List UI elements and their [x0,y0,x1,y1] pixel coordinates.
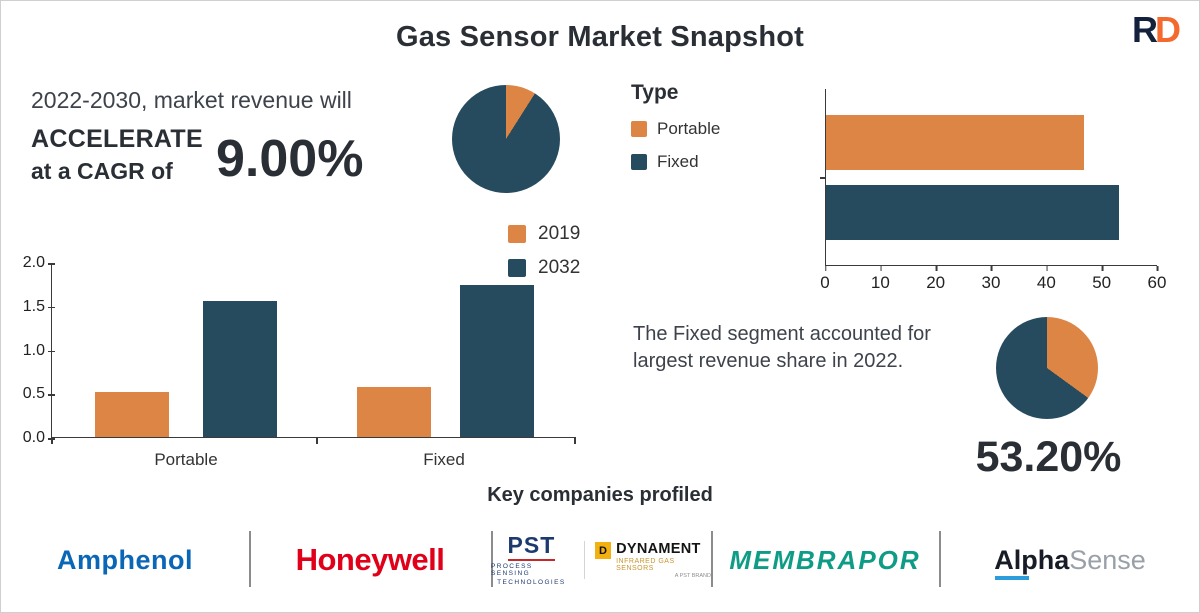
logo-cell-membrapor: MEMBRAPOR [711,529,939,591]
pst-logo: PST PROCESS SENSING TECHNOLOGIES [491,534,572,587]
logo-divider [711,531,713,587]
pst-tagline-2: TECHNOLOGIES [497,579,566,586]
alphasense-part2: Sense [1069,544,1146,575]
category-label-fixed: Fixed [423,450,465,469]
legend-item-2032: 2032 [508,257,580,279]
headline-cagr-of: at a CAGR of [31,158,173,184]
dynament-logo-name: DYNAMENT [616,541,701,557]
note-line1: The Fixed segment accounted for [633,323,931,345]
cagr-pie-chart [452,85,560,193]
axis-tick-label: 0 [820,266,830,292]
bar-fixed-2032 [460,284,534,437]
category-label-portable: Portable [154,450,218,469]
axis-tick-label: 1.0 [22,341,56,359]
headline-accelerate: ACCELERATE [31,125,203,153]
bar-portable-2032 [203,301,277,437]
portable-swatch [631,121,647,137]
bar-portable-2019 [95,391,169,437]
axis-tick-label: 40 [1036,266,1056,292]
axis-tick-label: 10 [870,266,890,292]
brand-logo: R D [1132,9,1181,51]
hbar-fixed [826,185,1120,240]
gbar-x-tick-start [51,438,53,444]
year-2019-label: 2019 [538,223,581,244]
axis-tick-label: 50 [1092,266,1112,292]
year-2019-swatch [508,225,526,243]
axis-tick-label: 2.0 [22,254,56,271]
alphasense-underline [995,576,1030,580]
logo-cell-alphasense: Alpha Sense [939,529,1199,591]
logo-cell-honeywell: Honeywell [249,529,491,591]
alphasense-part1: Alpha [994,544,1070,575]
logo-cell-pst-dynament: PST PROCESS SENSING TECHNOLOGIES D DYNAM… [491,529,711,591]
note-line2: largest revenue share in 2022. [633,349,904,372]
brand-letter-d: D [1155,9,1181,50]
logo-divider [491,531,493,587]
hbar-axis-tick [820,177,826,179]
amphenol-logo: Amphenol [57,544,193,575]
fixed-label: Fixed [657,152,699,171]
membrapor-logo: MEMBRAPOR [729,544,921,575]
alphasense-logo: Alpha Sense [994,544,1146,580]
type-share-hbar-chart [820,89,1157,266]
axis-tick-label: 0.0 [22,429,56,446]
fixed-segment-note: The Fixed segment accounted for largest … [633,321,931,374]
gbar-y-axis-ticks: 2.0 1.5 1.0 0.5 0.0 [5,254,56,446]
dynament-d-icon: D [594,542,612,559]
revenue-grouped-bar-chart [51,263,576,438]
logo-divider [249,531,251,587]
honeywell-logo: Honeywell [295,542,445,577]
headline-line1: 2022-2030, market revenue will [31,87,352,113]
hbar-portable [826,115,1085,170]
companies-section-title: Key companies profiled [487,484,713,506]
logo-divider [939,531,941,587]
legend-item-portable: Portable [631,119,720,139]
logo-cell-amphenol: Amphenol [1,529,249,591]
type-legend: Type Portable Fixed [631,81,720,185]
year-legend: 2019 2032 [508,223,580,291]
dynament-sub-tagline: A PST BRAND [674,573,711,579]
bar-fixed-2019 [357,386,431,437]
pst-tagline-1: PROCESS SENSING [491,563,533,577]
year-2032-swatch [508,259,526,277]
dynament-logo: D DYNAMENT INFRARED GAS SENSORS A PST BR… [583,541,711,579]
axis-tick-label: 0.5 [22,385,56,403]
axis-tick-label: 20 [926,266,946,292]
legend-item-2019: 2019 [508,223,580,245]
axis-tick-label: 60 [1147,266,1167,292]
brand-letter-r: R [1132,9,1158,50]
page-title: Gas Sensor Market Snapshot [395,21,805,53]
cagr-value: 9.00% [216,130,364,188]
axis-tick-label: 30 [981,266,1001,292]
fixed-share-pie-chart [996,317,1098,419]
portable-label: Portable [657,119,721,138]
type-legend-title: Type [631,81,679,104]
fixed-share-value: 53.20% [975,433,1122,481]
gbar-x-tick-middle [316,438,318,444]
axis-tick-label: 1.5 [22,297,56,315]
pst-logo-name: PST [507,534,556,561]
dynament-tagline: INFRARED GAS SENSORS [616,558,675,572]
year-2032-label: 2032 [538,257,581,278]
hbar-x-axis-ticks: 0 10 20 30 40 50 60 [820,266,1166,293]
fixed-swatch [631,154,647,170]
gbar-x-tick-end [574,438,576,444]
legend-item-fixed: Fixed [631,152,720,172]
